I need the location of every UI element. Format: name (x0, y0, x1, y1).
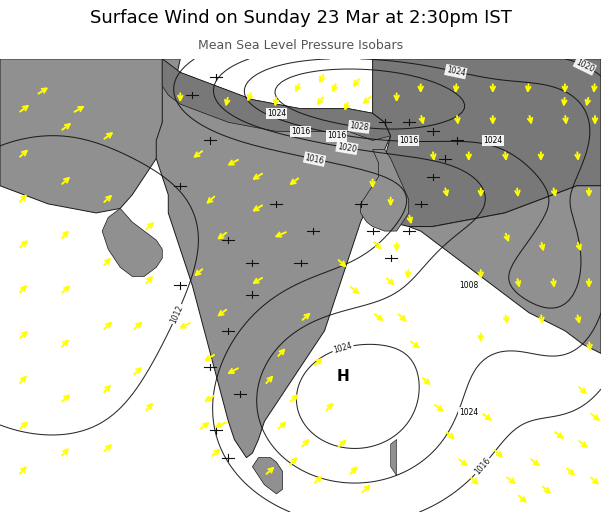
Polygon shape (409, 186, 601, 353)
Text: Surface Wind on Sunday 23 Mar at 2:30pm IST: Surface Wind on Sunday 23 Mar at 2:30pm … (90, 9, 511, 27)
Text: 1012: 1012 (169, 304, 185, 325)
Text: 1020: 1020 (337, 142, 357, 154)
Text: H: H (336, 369, 349, 383)
Text: 1024: 1024 (267, 109, 286, 118)
Polygon shape (252, 458, 282, 494)
Polygon shape (361, 150, 409, 231)
Text: 1028: 1028 (349, 121, 369, 133)
Text: 1024: 1024 (332, 341, 353, 355)
Polygon shape (162, 59, 391, 140)
Text: 1024: 1024 (459, 408, 478, 417)
Text: 1016: 1016 (304, 153, 325, 165)
Polygon shape (373, 59, 601, 226)
Text: 1024: 1024 (483, 136, 502, 145)
Text: 1016: 1016 (327, 132, 346, 140)
Text: Mean Sea Level Pressure Isobars: Mean Sea Level Pressure Isobars (198, 39, 403, 52)
Polygon shape (0, 59, 180, 213)
Polygon shape (156, 59, 391, 458)
Polygon shape (391, 439, 397, 476)
Polygon shape (102, 208, 162, 276)
Text: 1016: 1016 (399, 136, 418, 145)
Text: 1016: 1016 (473, 456, 492, 477)
Text: 1008: 1008 (459, 281, 478, 290)
Text: 1016: 1016 (291, 127, 310, 136)
Text: 1024: 1024 (445, 65, 466, 78)
Text: 1020: 1020 (574, 58, 596, 74)
